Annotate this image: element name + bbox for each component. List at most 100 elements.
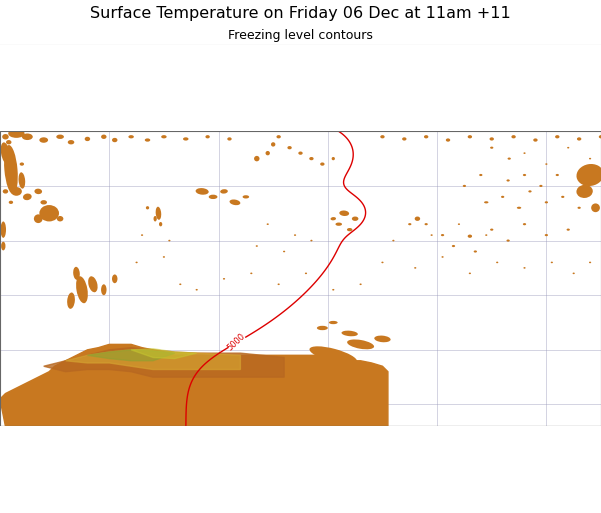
Ellipse shape — [463, 185, 466, 187]
Ellipse shape — [573, 272, 575, 274]
Ellipse shape — [484, 201, 489, 204]
Ellipse shape — [591, 204, 600, 212]
Ellipse shape — [3, 189, 8, 193]
Ellipse shape — [347, 228, 352, 231]
Ellipse shape — [4, 145, 18, 194]
Ellipse shape — [545, 201, 548, 204]
Ellipse shape — [112, 274, 117, 283]
Ellipse shape — [179, 284, 182, 285]
Ellipse shape — [305, 272, 307, 274]
Ellipse shape — [22, 133, 33, 140]
Ellipse shape — [528, 190, 532, 192]
Ellipse shape — [329, 321, 338, 324]
Ellipse shape — [243, 195, 249, 199]
Ellipse shape — [39, 205, 59, 222]
Ellipse shape — [490, 137, 494, 141]
Ellipse shape — [408, 223, 412, 225]
Ellipse shape — [539, 185, 543, 187]
Ellipse shape — [392, 240, 394, 242]
Ellipse shape — [73, 267, 80, 280]
Ellipse shape — [446, 139, 450, 142]
Ellipse shape — [146, 206, 149, 209]
Ellipse shape — [533, 139, 538, 142]
Ellipse shape — [230, 200, 240, 205]
Ellipse shape — [34, 189, 42, 194]
Ellipse shape — [382, 262, 383, 263]
Ellipse shape — [276, 135, 281, 139]
Ellipse shape — [374, 336, 391, 342]
Ellipse shape — [39, 137, 48, 143]
Ellipse shape — [335, 223, 342, 226]
Ellipse shape — [266, 151, 270, 155]
Ellipse shape — [287, 146, 291, 149]
Ellipse shape — [347, 340, 374, 349]
Ellipse shape — [517, 207, 521, 209]
Ellipse shape — [250, 272, 252, 274]
Ellipse shape — [551, 262, 553, 263]
Ellipse shape — [452, 245, 455, 247]
Ellipse shape — [8, 129, 25, 138]
Ellipse shape — [576, 185, 593, 198]
Ellipse shape — [474, 250, 477, 252]
Ellipse shape — [317, 326, 328, 330]
Ellipse shape — [206, 135, 210, 139]
Ellipse shape — [567, 147, 569, 148]
Ellipse shape — [340, 210, 349, 216]
Ellipse shape — [577, 137, 581, 141]
Ellipse shape — [34, 214, 43, 223]
Ellipse shape — [310, 157, 314, 160]
Ellipse shape — [220, 189, 228, 193]
Text: 5000: 5000 — [226, 332, 248, 353]
Ellipse shape — [67, 292, 75, 309]
Ellipse shape — [85, 137, 90, 141]
Ellipse shape — [599, 135, 601, 139]
Ellipse shape — [589, 158, 591, 160]
Ellipse shape — [163, 256, 165, 258]
Ellipse shape — [576, 164, 601, 186]
Ellipse shape — [1, 143, 10, 164]
Ellipse shape — [223, 278, 225, 280]
Ellipse shape — [101, 284, 106, 295]
Ellipse shape — [195, 289, 198, 290]
Ellipse shape — [153, 216, 157, 222]
Ellipse shape — [507, 180, 510, 182]
Ellipse shape — [496, 262, 498, 263]
Ellipse shape — [135, 262, 138, 263]
Ellipse shape — [271, 142, 275, 147]
Ellipse shape — [523, 174, 526, 176]
Ellipse shape — [310, 346, 357, 364]
Polygon shape — [44, 348, 284, 377]
Ellipse shape — [332, 157, 335, 160]
Ellipse shape — [254, 156, 260, 162]
Ellipse shape — [1, 242, 5, 250]
Ellipse shape — [468, 234, 472, 238]
Ellipse shape — [9, 201, 13, 204]
Text: Freezing level contours: Freezing level contours — [228, 29, 373, 42]
Ellipse shape — [501, 196, 504, 198]
Polygon shape — [131, 349, 197, 359]
Ellipse shape — [414, 267, 416, 269]
Ellipse shape — [6, 140, 11, 145]
Ellipse shape — [209, 194, 218, 199]
Ellipse shape — [332, 289, 334, 290]
Ellipse shape — [159, 222, 162, 226]
Ellipse shape — [294, 234, 296, 236]
Ellipse shape — [145, 139, 150, 142]
Ellipse shape — [68, 140, 75, 145]
Ellipse shape — [490, 147, 493, 149]
Ellipse shape — [20, 163, 24, 166]
Ellipse shape — [161, 135, 166, 139]
Ellipse shape — [56, 134, 64, 139]
Ellipse shape — [255, 245, 258, 247]
Ellipse shape — [1, 222, 6, 238]
Ellipse shape — [561, 196, 564, 198]
Ellipse shape — [23, 193, 32, 200]
Ellipse shape — [430, 234, 433, 236]
Ellipse shape — [267, 223, 269, 225]
Ellipse shape — [511, 135, 516, 139]
Polygon shape — [87, 350, 175, 361]
Ellipse shape — [458, 223, 460, 225]
Ellipse shape — [40, 200, 47, 205]
Ellipse shape — [479, 174, 483, 176]
Ellipse shape — [278, 284, 279, 285]
